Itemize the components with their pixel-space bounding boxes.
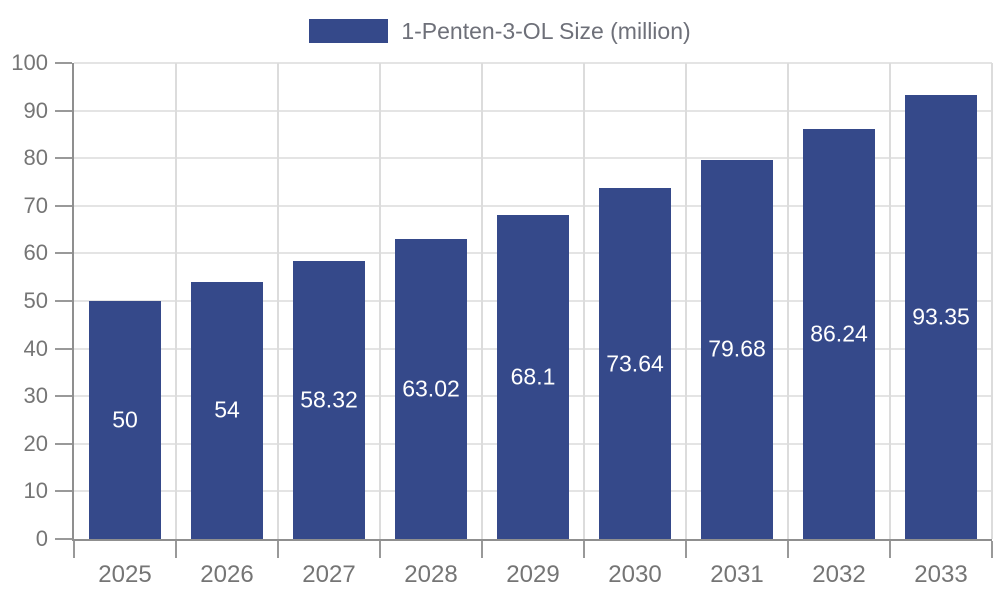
y-axis-tick-label: 10 — [23, 478, 48, 504]
bar-2030: 73.64 — [599, 188, 671, 539]
bar-2032: 86.24 — [803, 128, 875, 539]
y-axis-tick-label: 80 — [23, 145, 48, 171]
y-axis-tick-label: 60 — [23, 240, 48, 266]
x-axis-category-label: 2025 — [98, 561, 152, 588]
h-gridline — [74, 109, 992, 112]
y-axis-tick-label: 30 — [23, 383, 48, 409]
y-axis-tick-label: 40 — [23, 335, 48, 361]
x-axis-tick — [277, 541, 279, 558]
y-axis-tick — [55, 395, 72, 398]
bar-value-label: 54 — [214, 396, 240, 423]
y-axis-tick — [55, 252, 72, 255]
plot-area: 0 10 20 30 40 50 60 70 80 90 100 50 2025 54 2026 58.32 2… — [11, 50, 993, 588]
x-axis-tick — [175, 541, 177, 558]
h-gridline — [74, 62, 992, 64]
y-axis-tick-label: 100 — [11, 50, 48, 75]
v-gridline — [480, 63, 483, 539]
bar-value-label: 50 — [112, 406, 138, 433]
v-gridline — [888, 63, 891, 539]
v-gridline — [684, 63, 687, 539]
bar-value-label: 63.02 — [402, 375, 460, 402]
bar-2025: 50 — [89, 301, 161, 539]
x-axis-line — [72, 539, 992, 541]
x-axis-tick — [991, 541, 993, 558]
v-gridline — [378, 63, 381, 539]
y-axis-tick — [55, 62, 72, 64]
legend-swatch-icon — [309, 19, 389, 43]
y-axis-tick — [55, 490, 72, 493]
bar-value-label: 58.32 — [300, 386, 358, 413]
bar-2031: 79.68 — [701, 159, 773, 539]
x-axis-category-label: 2029 — [506, 561, 560, 588]
x-axis-tick — [73, 541, 75, 558]
bar-2028: 63.02 — [395, 239, 467, 539]
y-axis-tick-label: 90 — [23, 97, 48, 123]
bar-value-label: 68.1 — [510, 363, 556, 390]
y-axis-tick — [55, 347, 72, 350]
bar-value-label: 86.24 — [810, 320, 868, 347]
bar-2027: 58.32 — [293, 261, 365, 539]
v-gridline — [276, 63, 279, 539]
legend-label: 1-Penten-3-OL Size (million) — [401, 17, 691, 44]
y-axis-tick-label: 0 — [35, 526, 48, 551]
x-axis-tick — [378, 541, 381, 558]
x-axis-category-label: 2027 — [302, 561, 356, 588]
v-gridline — [583, 63, 585, 539]
y-axis-tick-label: 50 — [23, 288, 48, 313]
bar-value-label: 79.68 — [708, 335, 766, 362]
x-axis-tick — [684, 541, 687, 558]
x-axis-category-label: 2028 — [404, 561, 458, 588]
y-axis-tick — [55, 109, 72, 112]
v-gridline — [991, 63, 993, 539]
x-axis-category-label: 2030 — [608, 561, 662, 588]
y-axis-tick — [55, 538, 72, 540]
bar-2029: 68.1 — [497, 214, 569, 539]
bar-value-label: 73.64 — [606, 350, 664, 377]
x-axis-category-label: 2033 — [914, 561, 968, 588]
y-axis-tick — [55, 204, 72, 207]
v-gridline — [174, 63, 177, 539]
x-axis-category-label: 2032 — [812, 561, 866, 588]
y-axis-tick — [55, 157, 72, 160]
h-gridline — [74, 204, 992, 207]
x-axis-category-label: 2031 — [710, 561, 764, 588]
y-axis-tick-label: 70 — [23, 192, 48, 218]
y-axis-line — [72, 63, 74, 541]
y-axis-tick — [55, 300, 72, 302]
v-gridline — [787, 63, 789, 539]
bar-2033: 93.35 — [905, 94, 977, 539]
bar-value-label: 93.35 — [912, 303, 970, 330]
h-gridline — [74, 157, 992, 160]
x-axis-tick — [481, 541, 483, 558]
x-axis-tick — [787, 541, 789, 558]
x-axis-tick — [583, 541, 585, 558]
x-axis-tick — [889, 541, 891, 558]
bar-2026: 54 — [191, 281, 263, 539]
legend-item[interactable]: 1-Penten-3-OL Size (million) — [0, 14, 1000, 48]
x-axis-category-label: 2026 — [200, 561, 254, 588]
y-axis-tick-label: 20 — [23, 430, 48, 456]
y-axis-tick — [55, 442, 72, 445]
